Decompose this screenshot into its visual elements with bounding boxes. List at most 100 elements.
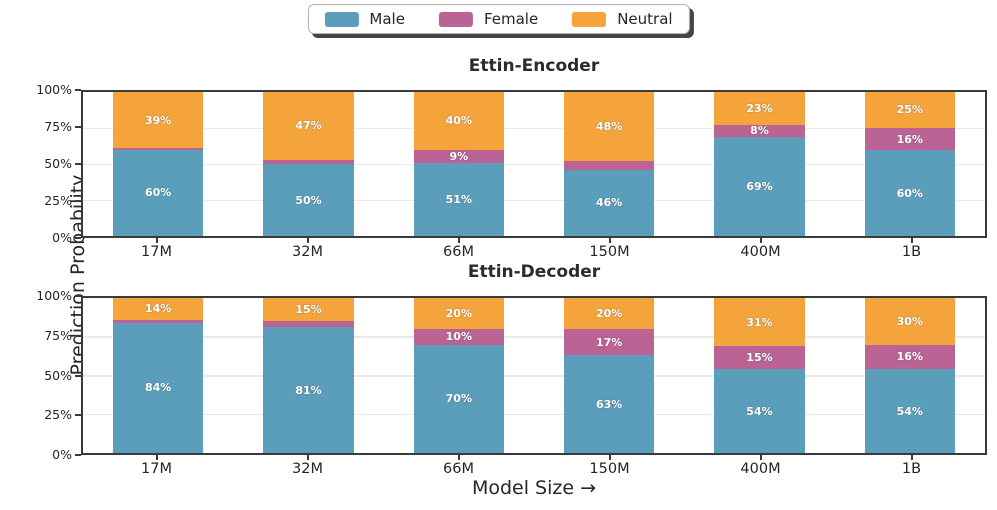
y-tick-label: 0% [52,230,72,245]
bar-segment-female [113,319,204,323]
x-tick-label: 400M [740,244,781,260]
bar-segment-male: 84% [113,322,204,453]
bar-segment-female: 16% [864,127,955,151]
bar-segment-female: 17% [564,329,655,356]
gridline [83,413,985,416]
y-tick-mark [75,237,81,239]
stacked-bar: 54% 15% 31% [714,298,805,453]
bar-segment-neutral: 15% [263,298,354,322]
x-tick-mark [155,238,158,243]
bar-slot-400m: 69% 8% 23% [684,92,834,236]
x-tick-label: 150M [589,244,630,260]
stacked-bar: 84% 14% [113,298,204,453]
legend-item-neutral: Neutral [572,10,673,28]
subplot-decoder: Ettin-Decoder 84% 14% 81% 15% 70% 10% 20% 63% 17… [0,260,997,480]
bar-segment-female: 8% [714,124,805,138]
stacked-bar: 46% 48% [564,92,655,236]
x-tick-mark [155,455,158,460]
legend-item-male: Male [324,10,405,28]
bar-value-label: 15% [295,303,322,317]
bar-segment-female: 10% [413,329,504,345]
bar-value-label: 20% [445,307,472,320]
y-tick-mark [75,126,81,128]
bar-value-label: 48% [595,120,623,134]
y-tick-label: 25% [44,193,72,208]
x-tick-label: 66M [443,244,474,260]
x-tick-mark [608,238,611,243]
legend-label: Neutral [617,10,673,28]
bar-slot-32m: 81% 15% [233,298,383,453]
y-tick-label: 0% [52,447,72,462]
y-tick-label: 100% [36,288,72,303]
bar-segment-female [564,161,655,170]
bar-value-label: 16% [896,132,923,146]
bar-segment-neutral: 23% [714,92,805,126]
bar-segment-neutral: 40% [413,92,504,150]
bar-slot-150m: 46% 48% [534,92,684,236]
bar-slot-1b: 60% 16% 25% [835,92,985,236]
bars-layer: 84% 14% 81% 15% 70% 10% 20% 63% 17% 20% 54% 15% 31% 5… [83,298,985,453]
bar-segment-female: 9% [413,149,504,163]
bar-slot-17m: 84% 14% [83,298,233,453]
bar-value-label: 17% [595,335,623,349]
bar-segment-neutral: 48% [564,92,655,162]
bar-slot-1b: 54% 16% 30% [835,298,985,453]
bar-segment-male: 81% [263,327,354,453]
stacked-bar: 69% 8% 23% [714,92,805,236]
bar-segment-male: 54% [714,369,805,453]
bar-value-label: 84% [144,381,172,395]
x-tick-mark [759,455,762,460]
x-tick-label: 66M [443,461,474,477]
subplot-title: Ettin-Encoder [468,56,600,76]
bar-value-label: 39% [144,113,172,127]
x-tick-label: 17M [141,244,172,260]
x-tick-mark [457,238,460,243]
bar-segment-female: 15% [714,346,805,370]
legend-swatch-female [438,11,473,27]
gridline [83,336,985,338]
stacked-bar: 50% 47% [263,92,354,236]
x-tick-mark [457,455,460,460]
x-tick-mark [608,455,611,460]
y-tick-mark [75,374,81,377]
bar-slot-32m: 50% 47% [233,92,383,236]
y-tick-mark [75,89,81,91]
bar-segment-female [263,321,354,328]
bar-slot-17m: 60% 39% [83,92,233,236]
bar-value-label: 50% [295,193,322,207]
x-tick-mark [910,455,913,460]
gridline [83,163,985,165]
y-tick-label: 50% [44,156,72,171]
x-tick-label: 32M [292,244,323,260]
x-tick-label: 150M [589,461,630,477]
x-tick-mark [759,238,762,243]
legend-label: Female [483,10,539,28]
x-tick-label: 1B [901,244,922,260]
bar-value-label: 51% [445,192,472,206]
bar-value-label: 70% [445,392,472,406]
legend-swatch-neutral [572,11,607,27]
bar-value-label: 60% [144,186,172,200]
bar-value-label: 30% [896,314,923,328]
stacked-bar: 81% 15% [263,298,354,453]
bar-slot-66m: 51% 9% 40% [384,92,534,236]
legend-item-female: Female [438,10,539,28]
bar-slot-66m: 70% 10% 20% [384,298,534,453]
bar-value-label: 8% [750,124,769,138]
bar-segment-male: 69% [714,136,805,236]
y-tick-label: 25% [44,407,72,423]
bar-value-label: 47% [295,119,322,133]
y-tick-mark [75,295,81,297]
stacked-bar: 60% 16% 25% [864,92,955,236]
legend-label: Male [369,10,405,28]
bar-segment-neutral: 31% [714,298,805,347]
bar-segment-male: 46% [564,169,655,236]
bar-value-label: 16% [896,350,923,364]
y-tick-mark [75,200,81,202]
bar-value-label: 14% [144,302,172,316]
bar-segment-neutral: 39% [113,92,204,149]
x-tick-label: 32M [292,461,323,477]
gridline [83,375,985,377]
bar-value-label: 10% [445,330,472,344]
x-axis-label: Model Size → [471,477,597,499]
